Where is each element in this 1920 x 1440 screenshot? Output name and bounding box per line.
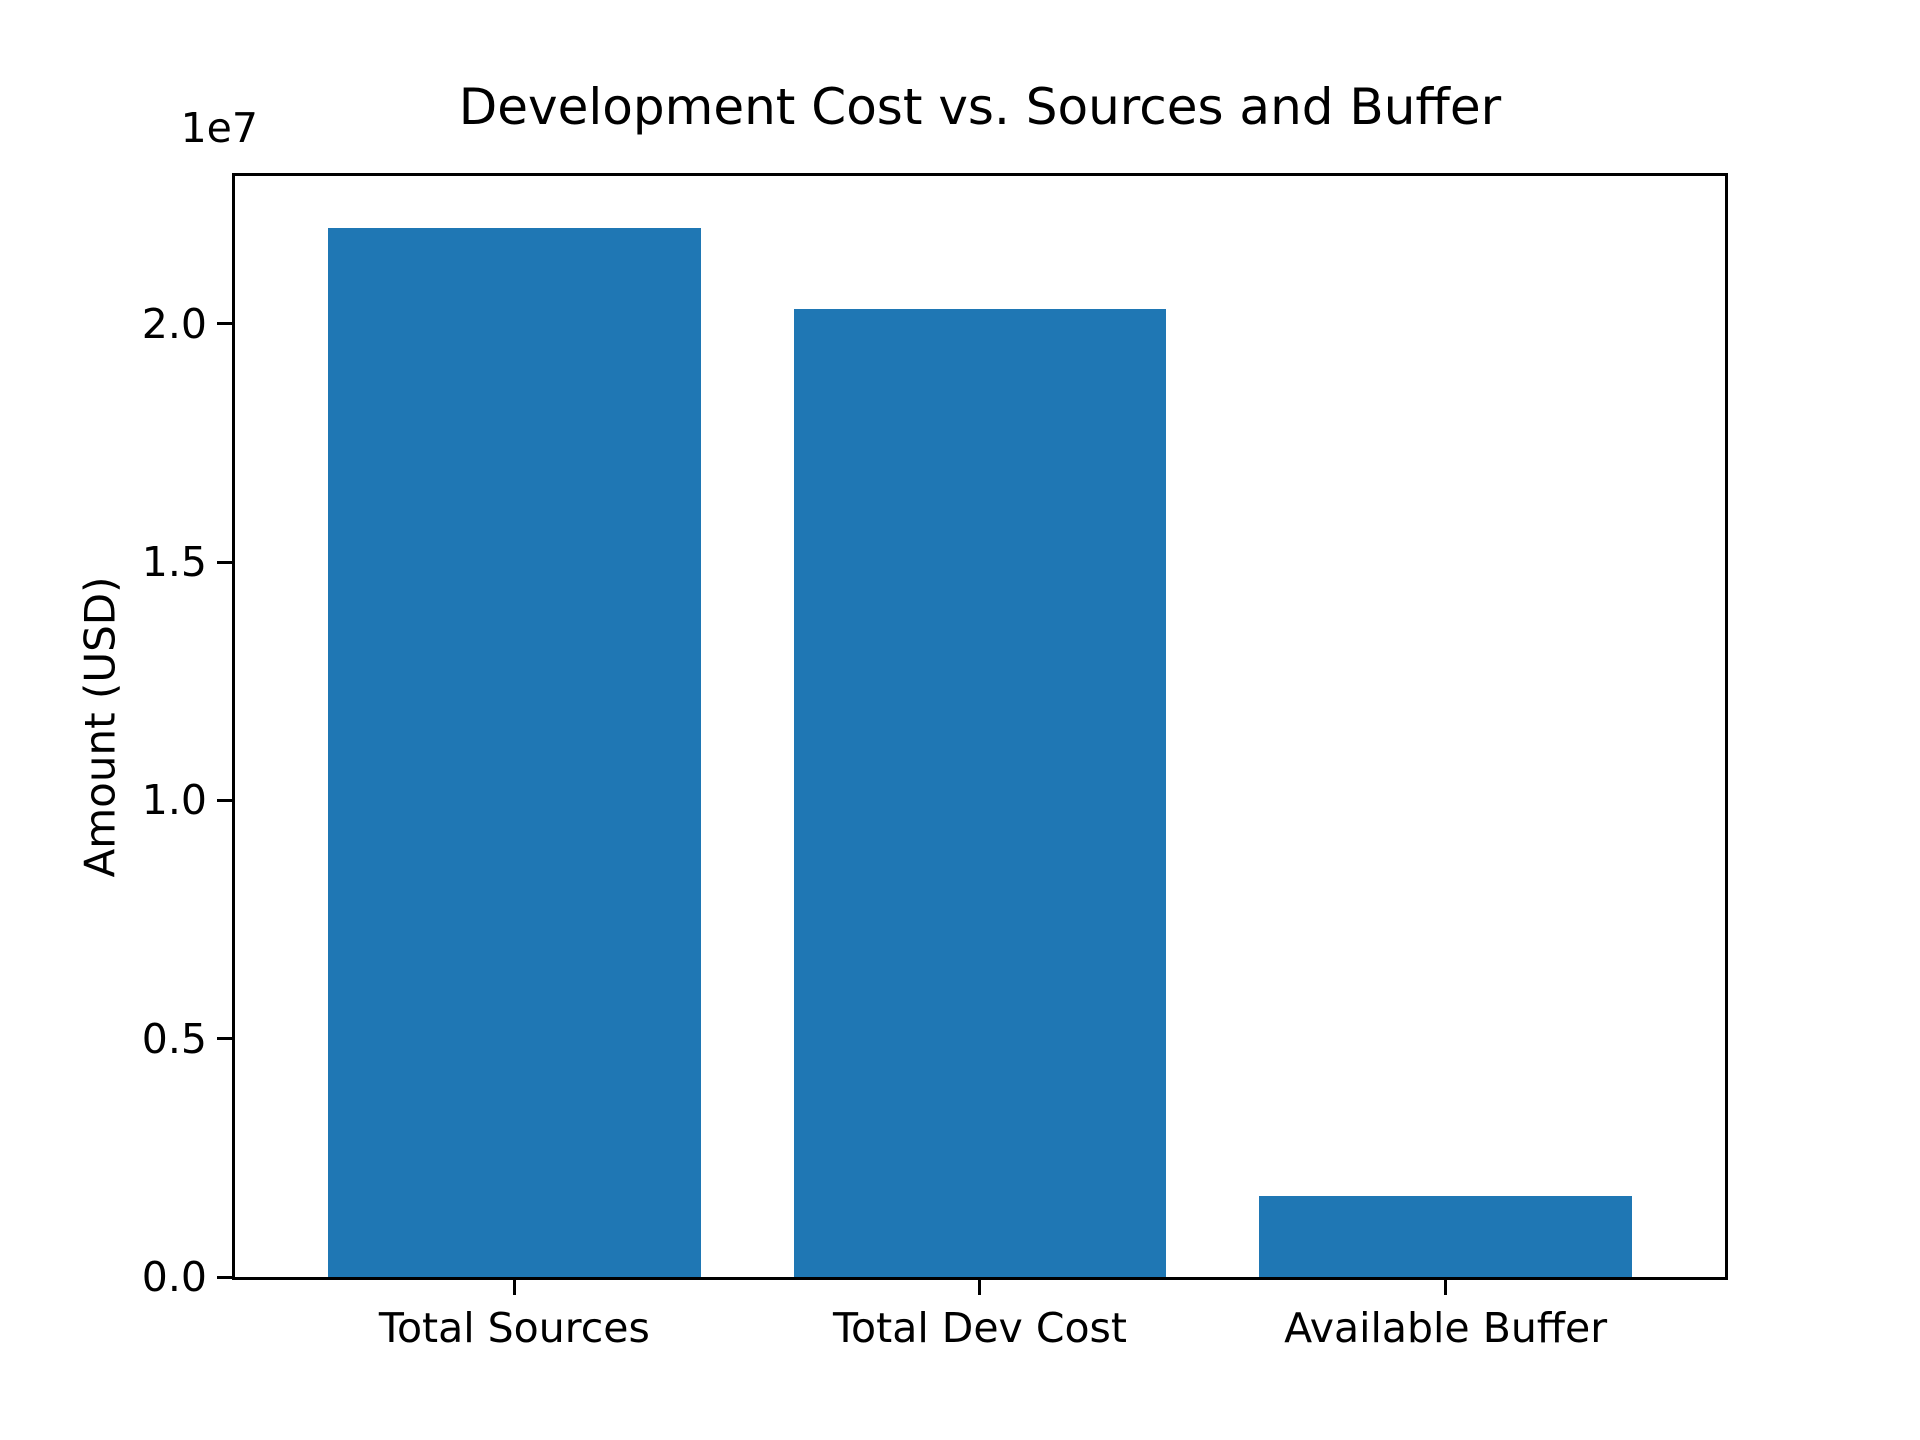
y-tick-label-1.0: 1.0 <box>141 776 207 825</box>
x-tick-label-total-dev-cost: Total Dev Cost <box>832 1304 1127 1352</box>
y-tick-label-2.0: 2.0 <box>141 299 207 348</box>
y-tick-mark <box>216 798 232 802</box>
x-tick-label-total-sources: Total Sources <box>378 1304 650 1352</box>
chart-title: Development Cost vs. Sources and Buffer <box>458 78 1502 136</box>
y-tick-mark <box>216 1037 232 1041</box>
plot-area: 0.0 0.5 1.0 1.5 2.0 Total Sources Total Dev Co… <box>142 173 1728 1352</box>
y-tick-label-0.5: 0.5 <box>141 1014 207 1063</box>
y-tick-mark <box>216 560 232 564</box>
x-tick-mark <box>1444 1280 1448 1295</box>
bar-total-dev-cost <box>793 309 1167 1277</box>
x-tick-mark <box>512 1280 516 1295</box>
y-tick-mark <box>216 1275 232 1279</box>
y-tick-label-1.5: 1.5 <box>141 538 207 587</box>
y-axis-label: Amount (USD) <box>75 576 125 877</box>
bar-available-buffer <box>1259 1195 1632 1277</box>
y-tick-mark <box>216 322 232 326</box>
x-tick-label-available-buffer: Available Buffer <box>1284 1304 1608 1352</box>
y-tick-label-0.0: 0.0 <box>141 1253 207 1301</box>
bar-total-sources <box>328 228 701 1277</box>
x-tick-mark <box>978 1280 982 1295</box>
y-axis-offset-text: 1e7 <box>180 104 258 152</box>
